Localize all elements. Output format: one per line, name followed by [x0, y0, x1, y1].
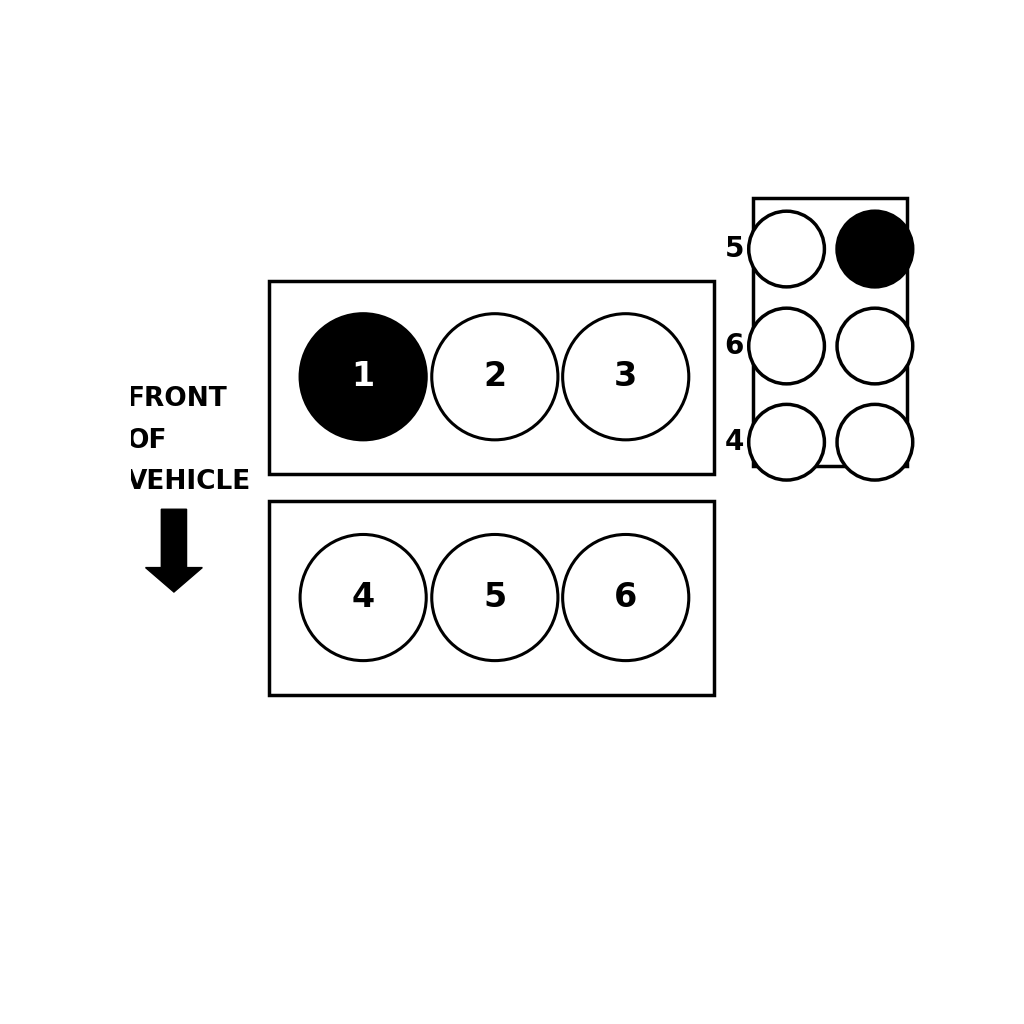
Text: 1: 1	[351, 360, 375, 393]
Text: 5: 5	[483, 581, 507, 614]
Circle shape	[562, 313, 689, 440]
Circle shape	[300, 535, 426, 660]
Circle shape	[837, 404, 912, 480]
Bar	[268, 281, 714, 474]
Text: 2: 2	[483, 360, 507, 393]
Text: VEHICLE: VEHICLE	[127, 469, 251, 496]
Circle shape	[300, 313, 426, 440]
Text: FRONT: FRONT	[127, 386, 227, 412]
Text: 3: 3	[614, 360, 637, 393]
Circle shape	[837, 308, 912, 384]
Circle shape	[749, 404, 824, 480]
Circle shape	[562, 535, 689, 660]
Text: 4: 4	[725, 428, 744, 457]
Text: 5: 5	[725, 236, 744, 263]
Circle shape	[837, 211, 912, 287]
Circle shape	[749, 211, 824, 287]
Polygon shape	[145, 509, 203, 592]
Circle shape	[749, 308, 824, 384]
Circle shape	[432, 535, 558, 660]
Text: 6: 6	[725, 332, 744, 360]
Circle shape	[432, 313, 558, 440]
Text: 6: 6	[614, 581, 637, 614]
Bar	[754, 198, 907, 466]
Text: OF: OF	[127, 428, 167, 454]
Bar	[268, 502, 714, 694]
Text: 4: 4	[351, 581, 375, 614]
